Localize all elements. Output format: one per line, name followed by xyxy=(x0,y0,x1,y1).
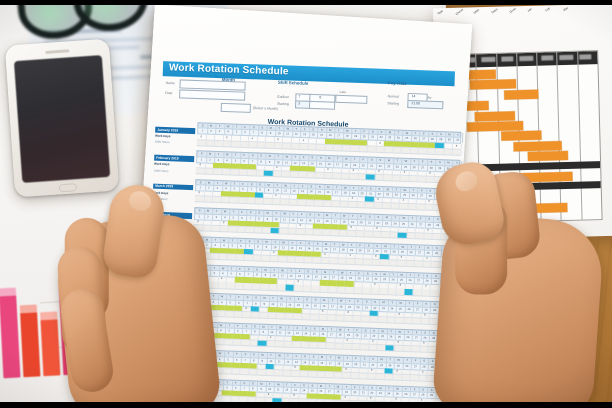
pay-row-label-1: Normal xyxy=(387,94,399,99)
gantt-bar[interactable] xyxy=(527,151,569,162)
month-hint: (Select a Month) xyxy=(252,105,278,111)
letterbox-bottom xyxy=(0,402,612,408)
pay-normal-unit: /hr xyxy=(427,95,432,100)
gantt-column-label: Done xyxy=(508,6,517,15)
phone-speaker xyxy=(45,49,70,54)
shift-row-label-2: Starting xyxy=(277,101,289,107)
right-thumb-nail xyxy=(452,167,481,195)
gantt-bar[interactable] xyxy=(474,110,515,121)
gantt-column-label: Start xyxy=(472,7,481,15)
bar-strip xyxy=(40,311,61,377)
pay-row-label-2: Starting xyxy=(387,101,400,106)
gantt-bar[interactable] xyxy=(469,79,517,90)
pay-rate-title: Pay Rate xyxy=(387,80,407,86)
gantt-bar[interactable] xyxy=(513,140,562,152)
shift-schedule-title: Shift Schedule xyxy=(277,79,309,86)
right-hand xyxy=(422,157,612,408)
shift-starting-a-value: 3 xyxy=(298,101,301,106)
schedule-cell[interactable]: 8 xyxy=(452,143,462,149)
sub-row-label: Work Days xyxy=(154,133,171,139)
date-input[interactable] xyxy=(179,89,246,101)
shift-schedule-section: Shift Schedule Late Earliest 7 8 Startin… xyxy=(277,80,382,116)
gantt-column-label: Days xyxy=(490,7,499,15)
date-label: Date xyxy=(165,90,173,96)
phone-screen xyxy=(13,55,111,183)
shift-starting-b[interactable] xyxy=(308,100,336,110)
bar-strip xyxy=(19,304,41,378)
month-select[interactable] xyxy=(220,102,251,113)
gantt-column-label: Owner xyxy=(454,7,465,16)
sub-row-label: Shift Hours xyxy=(154,139,170,145)
name-label: Name xyxy=(165,80,175,86)
left-hand xyxy=(48,170,242,408)
shift-row-label-1: Earliest xyxy=(277,94,289,100)
pay-starting-value: 21.00 xyxy=(411,101,420,106)
month-label-text: January 2019 xyxy=(157,127,179,133)
left-thumb-nail xyxy=(126,188,154,214)
shift-earliest-b-value: 8 xyxy=(319,95,322,100)
gantt-bar[interactable] xyxy=(501,131,542,142)
month-label[interactable]: February 2019 xyxy=(154,155,195,163)
gantt-column-label: Task xyxy=(436,8,444,16)
gantt-column-label: Mar xyxy=(562,5,569,13)
bar-strip xyxy=(0,287,21,379)
gantt-bar[interactable] xyxy=(504,89,539,100)
pay-rate-section: Pay Rate Normal 14 /hr Starting 21.00 xyxy=(387,80,468,113)
shift-col-label: Late xyxy=(339,89,347,95)
glasses-lens-right xyxy=(70,0,151,35)
shift-earliest-a-value: 7 xyxy=(298,94,301,99)
gantt-column-label: Feb xyxy=(544,6,551,13)
gantt-column-label: Jan xyxy=(526,6,533,13)
gantt-bar[interactable] xyxy=(466,121,524,132)
shift-late-input[interactable] xyxy=(335,94,368,104)
pay-normal-value: 14 xyxy=(411,94,416,99)
identity-fields: Name Date Month (Select a Month) xyxy=(165,76,286,117)
right-thumb xyxy=(430,157,508,250)
schedule-cell[interactable] xyxy=(452,149,462,155)
sub-row-label: Work Days xyxy=(153,162,170,167)
smartphone xyxy=(4,38,120,198)
month-label[interactable]: January 2019 xyxy=(155,126,196,134)
letterbox-top xyxy=(0,0,612,5)
month-label-text: February 2019 xyxy=(156,155,179,161)
month-label: Month xyxy=(221,76,236,83)
document-title: Work Rotation Schedule xyxy=(168,62,289,78)
